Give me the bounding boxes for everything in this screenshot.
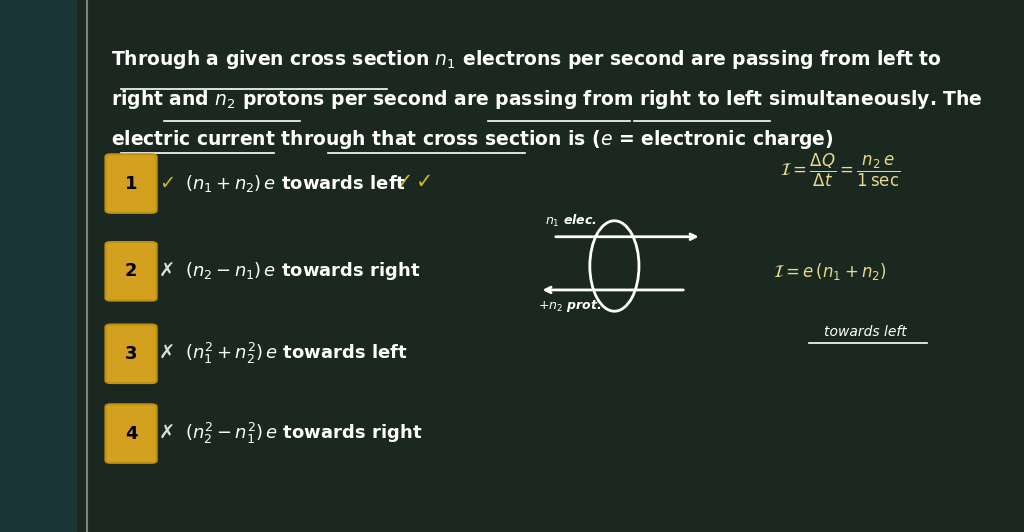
Text: electric current through that cross section is ($e$ = electronic charge): electric current through that cross sect… [111,128,834,151]
Text: right and $n_2$ protons per second are passing from right to left simultaneously: right and $n_2$ protons per second are p… [111,88,982,111]
Text: ✗: ✗ [159,424,175,443]
Text: $+n_2$ prot.: $+n_2$ prot. [538,298,601,314]
Text: $(n_2 - n_1)\,e$ towards right: $(n_2 - n_1)\,e$ towards right [185,260,421,282]
Text: ✗: ✗ [159,262,175,281]
Text: $\mathcal{I} = \dfrac{\Delta Q}{\Delta t} = \dfrac{n_2\,e}{1\,\mathrm{sec}}$: $\mathcal{I} = \dfrac{\Delta Q}{\Delta t… [779,152,900,189]
Text: $n_1$ elec.: $n_1$ elec. [546,213,597,229]
Text: 4: 4 [125,425,137,443]
Text: 3: 3 [125,345,137,363]
FancyBboxPatch shape [105,404,157,463]
Bar [0,0,77,532]
FancyBboxPatch shape [105,325,157,383]
Text: $(n_2^2 - n_1^2)\,e$ towards right: $(n_2^2 - n_1^2)\,e$ towards right [185,421,423,446]
Text: ✗: ✗ [159,344,175,363]
Text: ✓: ✓ [159,174,175,193]
FancyBboxPatch shape [105,154,157,213]
Text: towards left: towards left [824,326,906,339]
Text: ✓: ✓ [416,172,434,193]
Text: $(n_1^2 + n_2^2)\,e$ towards left: $(n_1^2 + n_2^2)\,e$ towards left [185,341,409,367]
Text: ✓: ✓ [395,172,414,193]
Text: 1: 1 [125,174,137,193]
FancyBboxPatch shape [105,242,157,301]
Text: $\mathcal{I} = e\,(n_1 + n_2)$: $\mathcal{I} = e\,(n_1 + n_2)$ [772,261,887,282]
Text: Through a given cross section $n_1$ electrons per second are passing from left t: Through a given cross section $n_1$ elec… [111,48,941,71]
Text: 2: 2 [125,262,137,280]
Text: $(n_1 + n_2)\,e$ towards left: $(n_1 + n_2)\,e$ towards left [185,173,407,194]
